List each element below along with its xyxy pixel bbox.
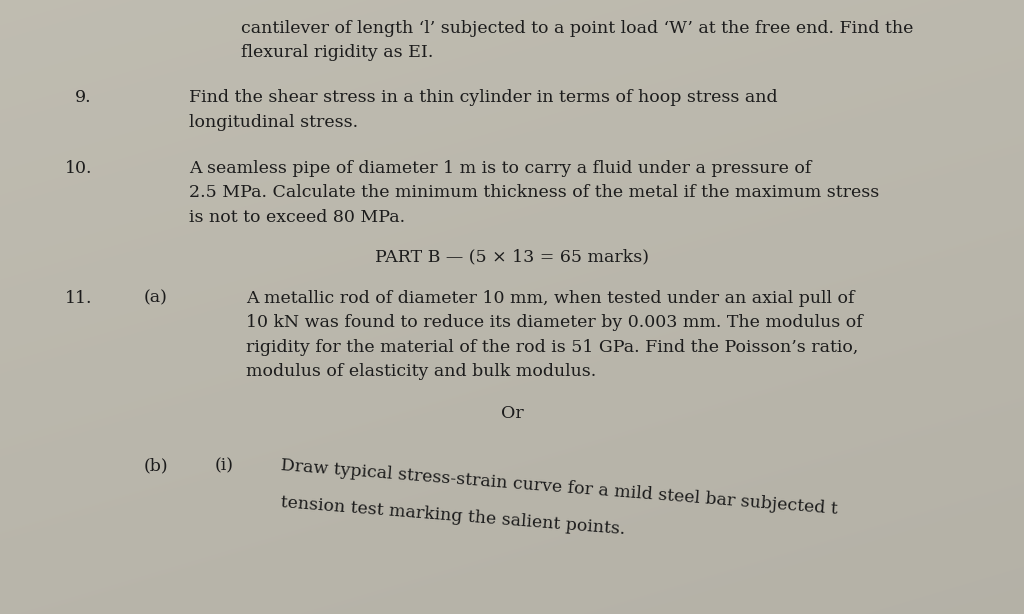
Text: flexural rigidity as EI.: flexural rigidity as EI. <box>241 44 433 61</box>
Text: A metallic rod of diameter 10 mm, when tested under an axial pull of: A metallic rod of diameter 10 mm, when t… <box>246 290 854 307</box>
Text: tension test marking the salient points.: tension test marking the salient points. <box>281 494 626 538</box>
Text: longitudinal stress.: longitudinal stress. <box>189 114 358 131</box>
Text: 2.5 MPa. Calculate the minimum thickness of the metal if the maximum stress: 2.5 MPa. Calculate the minimum thickness… <box>189 184 880 201</box>
Text: PART B — (5 × 13 = 65 marks): PART B — (5 × 13 = 65 marks) <box>375 249 649 266</box>
Text: 9.: 9. <box>75 89 91 106</box>
Text: 11.: 11. <box>65 290 92 307</box>
Text: A seamless pipe of diameter 1 m is to carry a fluid under a pressure of: A seamless pipe of diameter 1 m is to ca… <box>189 160 812 177</box>
Text: 10.: 10. <box>65 160 92 177</box>
Text: Draw typical stress-strain curve for a mild steel bar subjected t: Draw typical stress-strain curve for a m… <box>281 457 839 518</box>
Text: Or: Or <box>501 405 523 422</box>
Text: modulus of elasticity and bulk modulus.: modulus of elasticity and bulk modulus. <box>246 363 596 381</box>
Text: (b): (b) <box>143 457 168 475</box>
Text: cantilever of length ‘l’ subjected to a point load ‘W’ at the free end. Find the: cantilever of length ‘l’ subjected to a … <box>241 20 913 37</box>
Text: rigidity for the material of the rod is 51 GPa. Find the Poisson’s ratio,: rigidity for the material of the rod is … <box>246 339 858 356</box>
Text: 10 kN was found to reduce its diameter by 0.003 mm. The modulus of: 10 kN was found to reduce its diameter b… <box>246 314 862 332</box>
Text: (i): (i) <box>215 457 234 475</box>
Text: is not to exceed 80 MPa.: is not to exceed 80 MPa. <box>189 209 406 226</box>
Text: Find the shear stress in a thin cylinder in terms of hoop stress and: Find the shear stress in a thin cylinder… <box>189 89 778 106</box>
Text: (a): (a) <box>143 290 167 307</box>
